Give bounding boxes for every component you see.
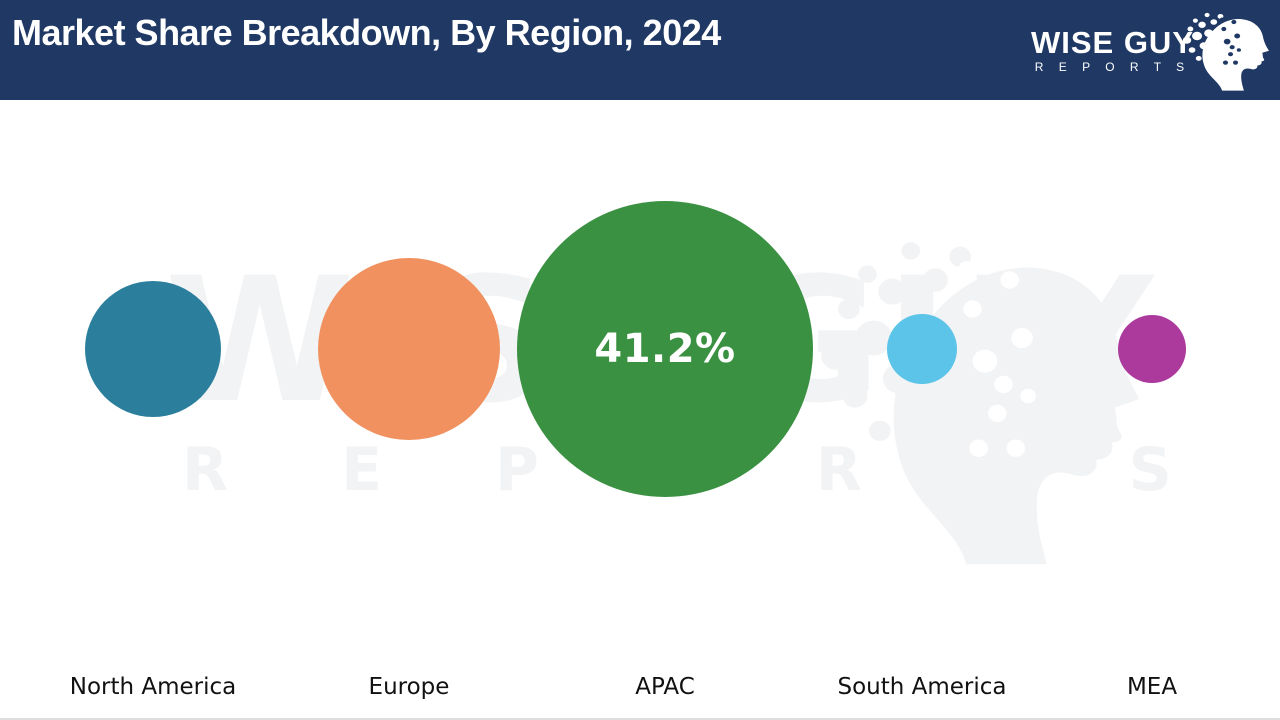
bubble-north-america[interactable] [85, 281, 221, 417]
bubble-europe[interactable] [318, 258, 500, 440]
bubble-apac[interactable]: 41.2% [517, 201, 813, 497]
bubble-south-america[interactable] [887, 314, 957, 384]
logo-face-icon [1182, 12, 1269, 91]
wise-guy-logo: WISE GUY R E P O R T S [1031, 6, 1274, 94]
logo-text: WISE GUY R E P O R T S [1031, 27, 1194, 73]
category-label-north-america: North America [69, 674, 237, 700]
bubble-mea[interactable] [1118, 315, 1186, 383]
bubble-chart: WISE GUY R E P O R T S North AmericaEuro… [0, 100, 1280, 720]
category-label-mea: MEA [1126, 674, 1178, 700]
category-label-apac: APAC [635, 674, 695, 700]
logo-wordmark: WISE GUY [1030, 25, 1194, 60]
logo-subtitle: R E P O R T S [1034, 60, 1191, 74]
watermark-face-icon [821, 242, 1140, 565]
category-label-south-america: South America [837, 674, 1007, 700]
header: Market Share Breakdown, By Region, 2024 … [0, 0, 1280, 100]
bubble-value-label: 41.2% [594, 326, 736, 372]
page-title: Market Share Breakdown, By Region, 2024 [12, 12, 721, 53]
category-label-europe: Europe [368, 674, 450, 700]
